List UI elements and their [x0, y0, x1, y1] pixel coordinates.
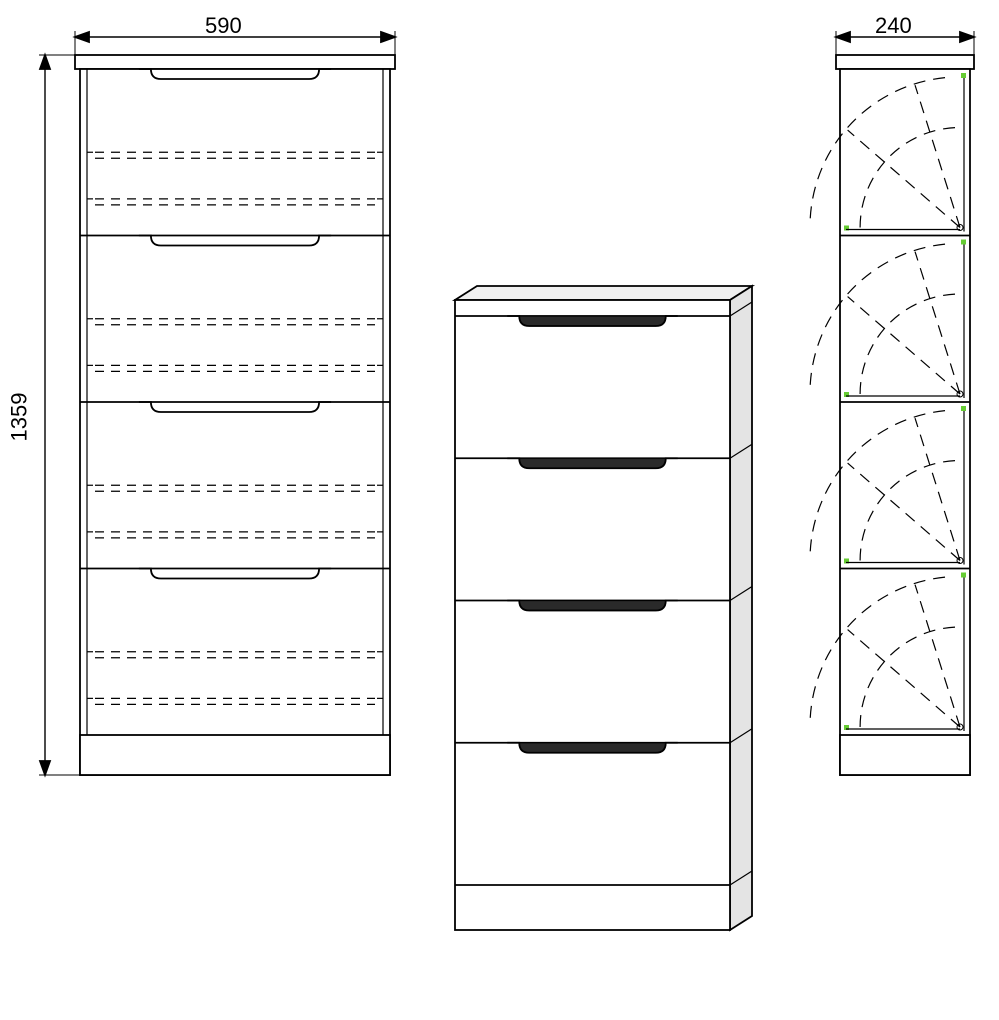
diagram-canvas: 590 1359 240 — [0, 0, 999, 1020]
dim-height-label: 1359 — [6, 393, 32, 442]
dim-width-label: 590 — [205, 13, 242, 39]
dim-depth-label: 240 — [875, 13, 912, 39]
drawing-svg — [0, 0, 999, 1020]
